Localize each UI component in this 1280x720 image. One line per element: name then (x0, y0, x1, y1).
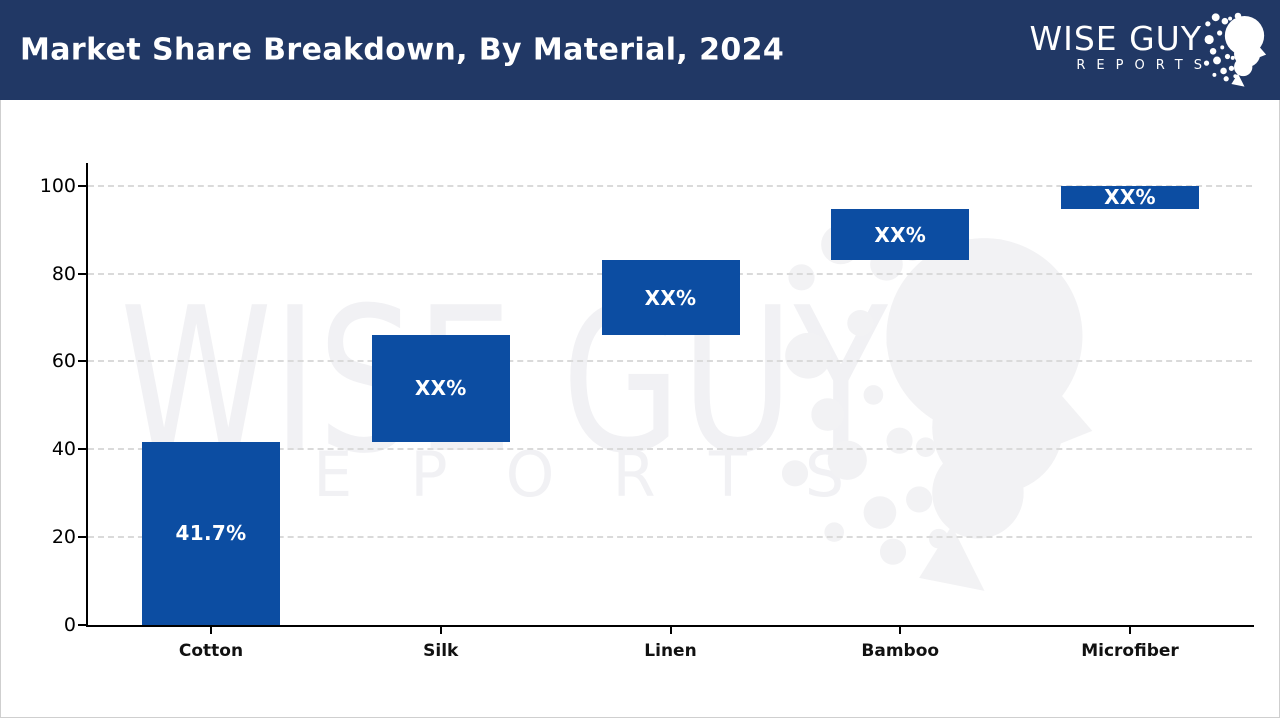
bar-value-label-cotton: 41.7% (175, 521, 247, 546)
bar-value-label-silk: XX% (414, 376, 467, 401)
brand-logo: WISE GUY REPORTS (1004, 0, 1274, 100)
brand-logo-head-icon (1203, 12, 1267, 87)
bar-microfiber: XX% (1061, 185, 1199, 210)
y-axis-line (86, 163, 88, 627)
y-tick-label-20: 20 (51, 526, 76, 549)
x-tick-microfiber (1129, 627, 1131, 634)
gridline-60 (88, 360, 1252, 363)
y-tick-label-100: 100 (39, 174, 76, 197)
y-tick-80 (78, 272, 86, 275)
gridline-40 (88, 448, 1252, 451)
y-tick-20 (78, 536, 86, 539)
y-tick-label-80: 80 (51, 262, 76, 285)
bar-cotton: 41.7% (142, 441, 280, 625)
x-category-label-microfiber: Microfiber (1081, 641, 1179, 661)
x-category-label-linen: Linen (644, 641, 697, 661)
bar-silk: XX% (371, 335, 510, 442)
bar-value-label-microfiber: XX% (1104, 185, 1156, 210)
gridline-100 (88, 184, 1252, 187)
gridline-20 (88, 536, 1252, 539)
bar-value-label-linen: XX% (644, 285, 697, 310)
y-tick-60 (78, 360, 86, 363)
x-tick-linen (669, 627, 672, 634)
x-tick-silk (439, 627, 442, 634)
x-tick-bamboo (899, 627, 902, 634)
y-tick-label-0: 0 (63, 614, 76, 636)
brand-logo-subtext: REPORTS (1076, 58, 1213, 73)
page-title: Market Share Breakdown, By Material, 202… (20, 32, 785, 68)
brand-logo-text: WISE GUY REPORTS (1029, 22, 1202, 73)
bar-linen: XX% (601, 260, 740, 336)
x-tick-cotton (210, 627, 212, 634)
y-tick-0 (78, 624, 86, 626)
x-category-label-silk: Silk (423, 641, 459, 661)
x-axis-line (86, 625, 1254, 627)
y-tick-label-60: 60 (51, 350, 76, 373)
y-tick-40 (78, 448, 86, 451)
x-category-label-bamboo: Bamboo (861, 641, 940, 661)
y-tick-label-40: 40 (51, 438, 76, 461)
brand-logo-wordmark: WISE GUY (1029, 19, 1202, 58)
y-tick-100 (78, 184, 86, 187)
bar-value-label-bamboo: XX% (874, 222, 927, 247)
bar-bamboo: XX% (831, 209, 970, 260)
header-bar: Market Share Breakdown, By Material, 202… (0, 0, 1280, 100)
x-category-label-cotton: Cotton (178, 641, 244, 661)
